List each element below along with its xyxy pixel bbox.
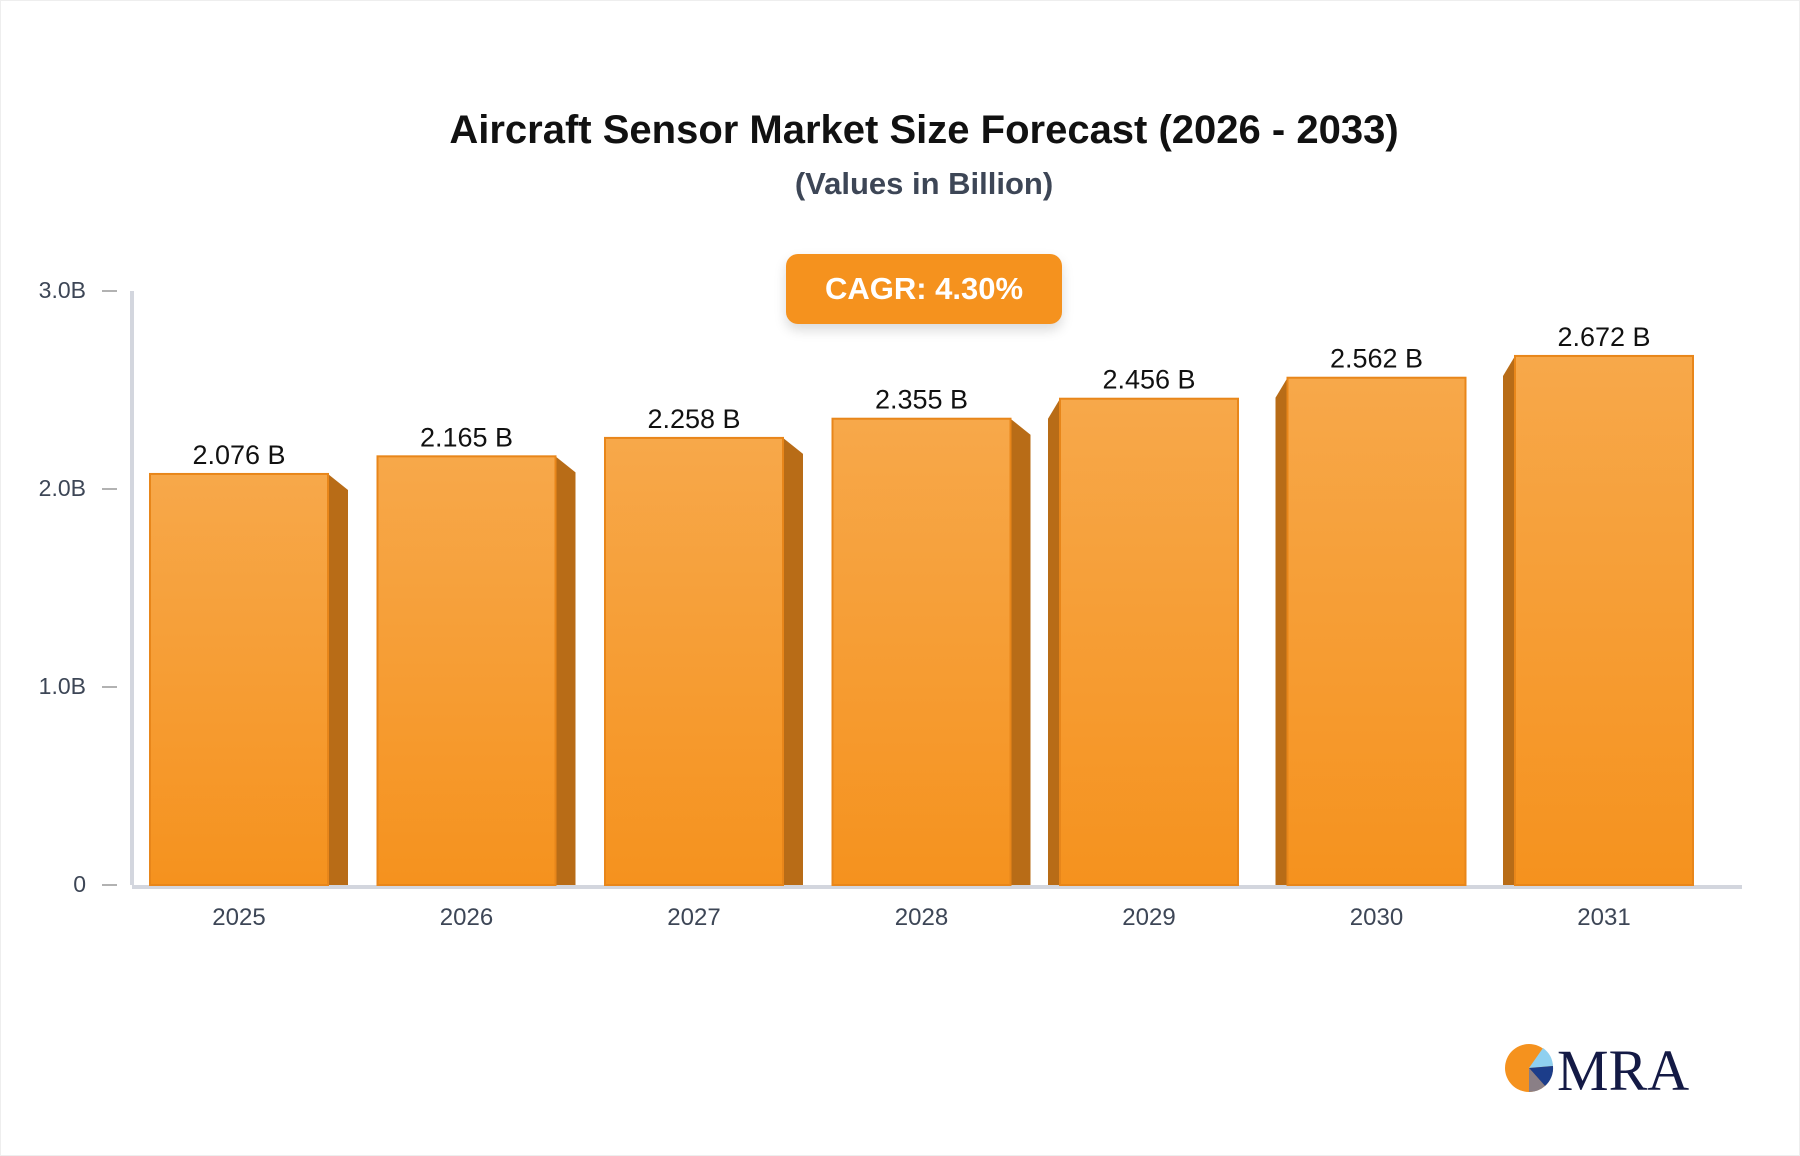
svg-text:MRA: MRA bbox=[1557, 1040, 1689, 1096]
y-tick-label: 0 bbox=[73, 871, 86, 897]
data-label: 2.355 B bbox=[875, 385, 968, 415]
x-tick-label: 2027 bbox=[667, 904, 720, 931]
y-tick-label: 2.0B bbox=[39, 475, 86, 501]
bar bbox=[149, 472, 329, 886]
bar-side bbox=[1048, 398, 1060, 885]
x-tick-label: 2030 bbox=[1350, 904, 1403, 931]
y-tick-label: 1.0B bbox=[39, 673, 86, 699]
bar-side bbox=[1503, 355, 1515, 886]
bar-side bbox=[555, 456, 576, 885]
cagr-badge: CAGR: 4.30% bbox=[786, 254, 1062, 324]
chart-title: Aircraft Sensor Market Size Forecast (20… bbox=[449, 108, 1399, 152]
bar-group: 2.456 B 2029 bbox=[1048, 365, 1239, 931]
bar bbox=[604, 436, 784, 886]
x-tick-label: 2025 bbox=[212, 904, 265, 931]
data-label: 2.258 B bbox=[647, 404, 740, 434]
data-label: 2.672 B bbox=[1557, 322, 1650, 352]
bar-group: 2.355 B 2028 bbox=[831, 385, 1031, 931]
bar-group: 2.258 B 2027 bbox=[604, 404, 803, 931]
bar-group: 2.076 B 2025 bbox=[149, 440, 348, 931]
bar-side bbox=[1275, 377, 1288, 885]
bar-side bbox=[783, 437, 803, 885]
y-tick-label: 3.0B bbox=[39, 277, 86, 303]
bar bbox=[1286, 376, 1467, 886]
chart-subtitle: (Values in Billion) bbox=[794, 166, 1054, 201]
x-tick-label: 2029 bbox=[1122, 904, 1175, 931]
x-tick-label: 2028 bbox=[895, 904, 948, 931]
data-label: 2.076 B bbox=[192, 440, 285, 470]
bar-side bbox=[328, 473, 348, 885]
bar bbox=[376, 455, 557, 886]
bar-group: 2.165 B 2026 bbox=[376, 422, 576, 931]
bar-side bbox=[1010, 418, 1031, 885]
data-label: 2.165 B bbox=[420, 422, 513, 452]
data-label: 2.562 B bbox=[1330, 344, 1423, 374]
bar-group: 2.562 B 2030 bbox=[1275, 344, 1467, 931]
bar bbox=[1059, 397, 1239, 886]
bar bbox=[1514, 354, 1694, 887]
bar bbox=[831, 417, 1012, 886]
x-tick-label: 2031 bbox=[1577, 904, 1630, 931]
mra-logo: MRA bbox=[1505, 1040, 1689, 1096]
bar-group: 2.672 B 2031 bbox=[1503, 322, 1694, 931]
data-label: 2.456 B bbox=[1102, 365, 1195, 395]
x-tick-label: 2026 bbox=[440, 904, 493, 931]
